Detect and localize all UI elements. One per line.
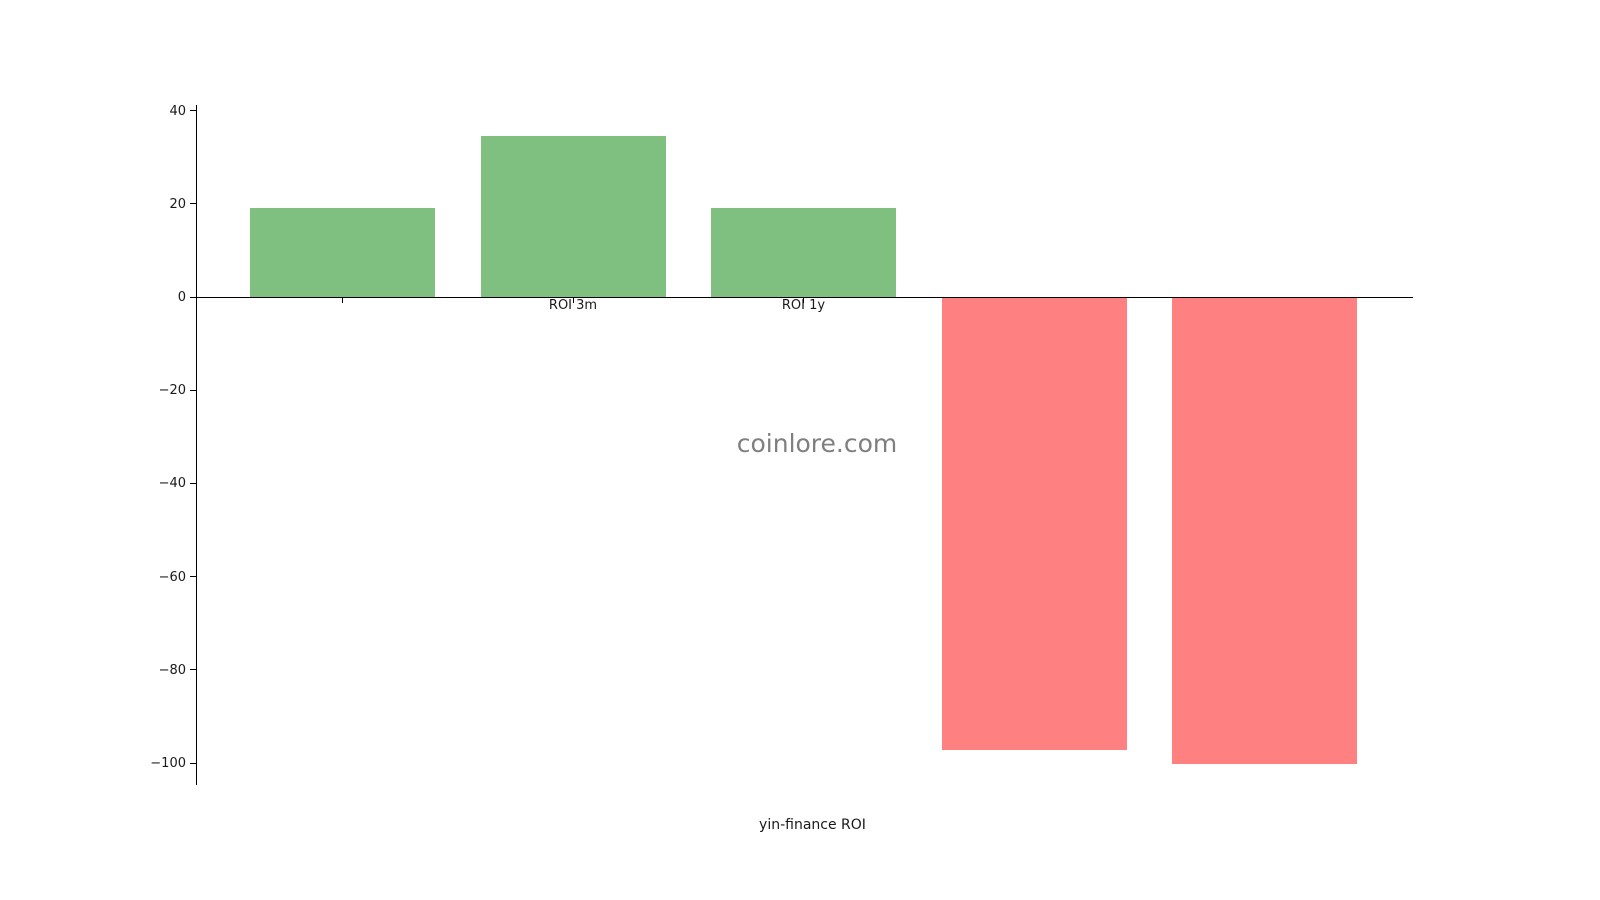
y-tick-label: −60 <box>158 569 186 585</box>
y-tick-mark <box>190 389 196 391</box>
x-tick-mark <box>803 297 804 303</box>
y-tick-mark <box>190 482 196 484</box>
y-tick-mark <box>190 296 196 298</box>
bar-series-0 <box>250 208 435 297</box>
y-tick-label: −100 <box>150 756 186 771</box>
y-tick-label: −40 <box>158 476 186 492</box>
x-tick-mark <box>342 297 343 303</box>
y-tick-label: −80 <box>158 662 186 678</box>
watermark-text: coinlore.com <box>736 429 898 458</box>
y-tick-mark <box>190 576 196 578</box>
x-tick-label: ROI 1y <box>781 298 826 313</box>
y-tick-mark <box>190 203 196 205</box>
x-axis-line <box>196 297 1413 298</box>
bar-roi-3m <box>480 136 666 297</box>
y-tick-mark <box>190 762 196 764</box>
y-tick-label: 20 <box>169 196 186 212</box>
y-tick-mark <box>190 110 196 112</box>
y-tick-mark <box>190 669 196 671</box>
bar-roi-1y <box>711 208 896 297</box>
y-tick-label: 0 <box>177 290 186 305</box>
x-tick-mark <box>572 297 574 303</box>
x-tick-label: ROI 3m <box>548 298 598 313</box>
y-tick-label: 40 <box>169 103 186 119</box>
chart-title: yin-finance ROI <box>759 817 866 833</box>
bar-series-3 <box>941 298 1127 751</box>
y-tick-label: −20 <box>158 383 186 399</box>
y-axis-line <box>196 105 197 785</box>
bar-series-4 <box>1172 298 1357 764</box>
